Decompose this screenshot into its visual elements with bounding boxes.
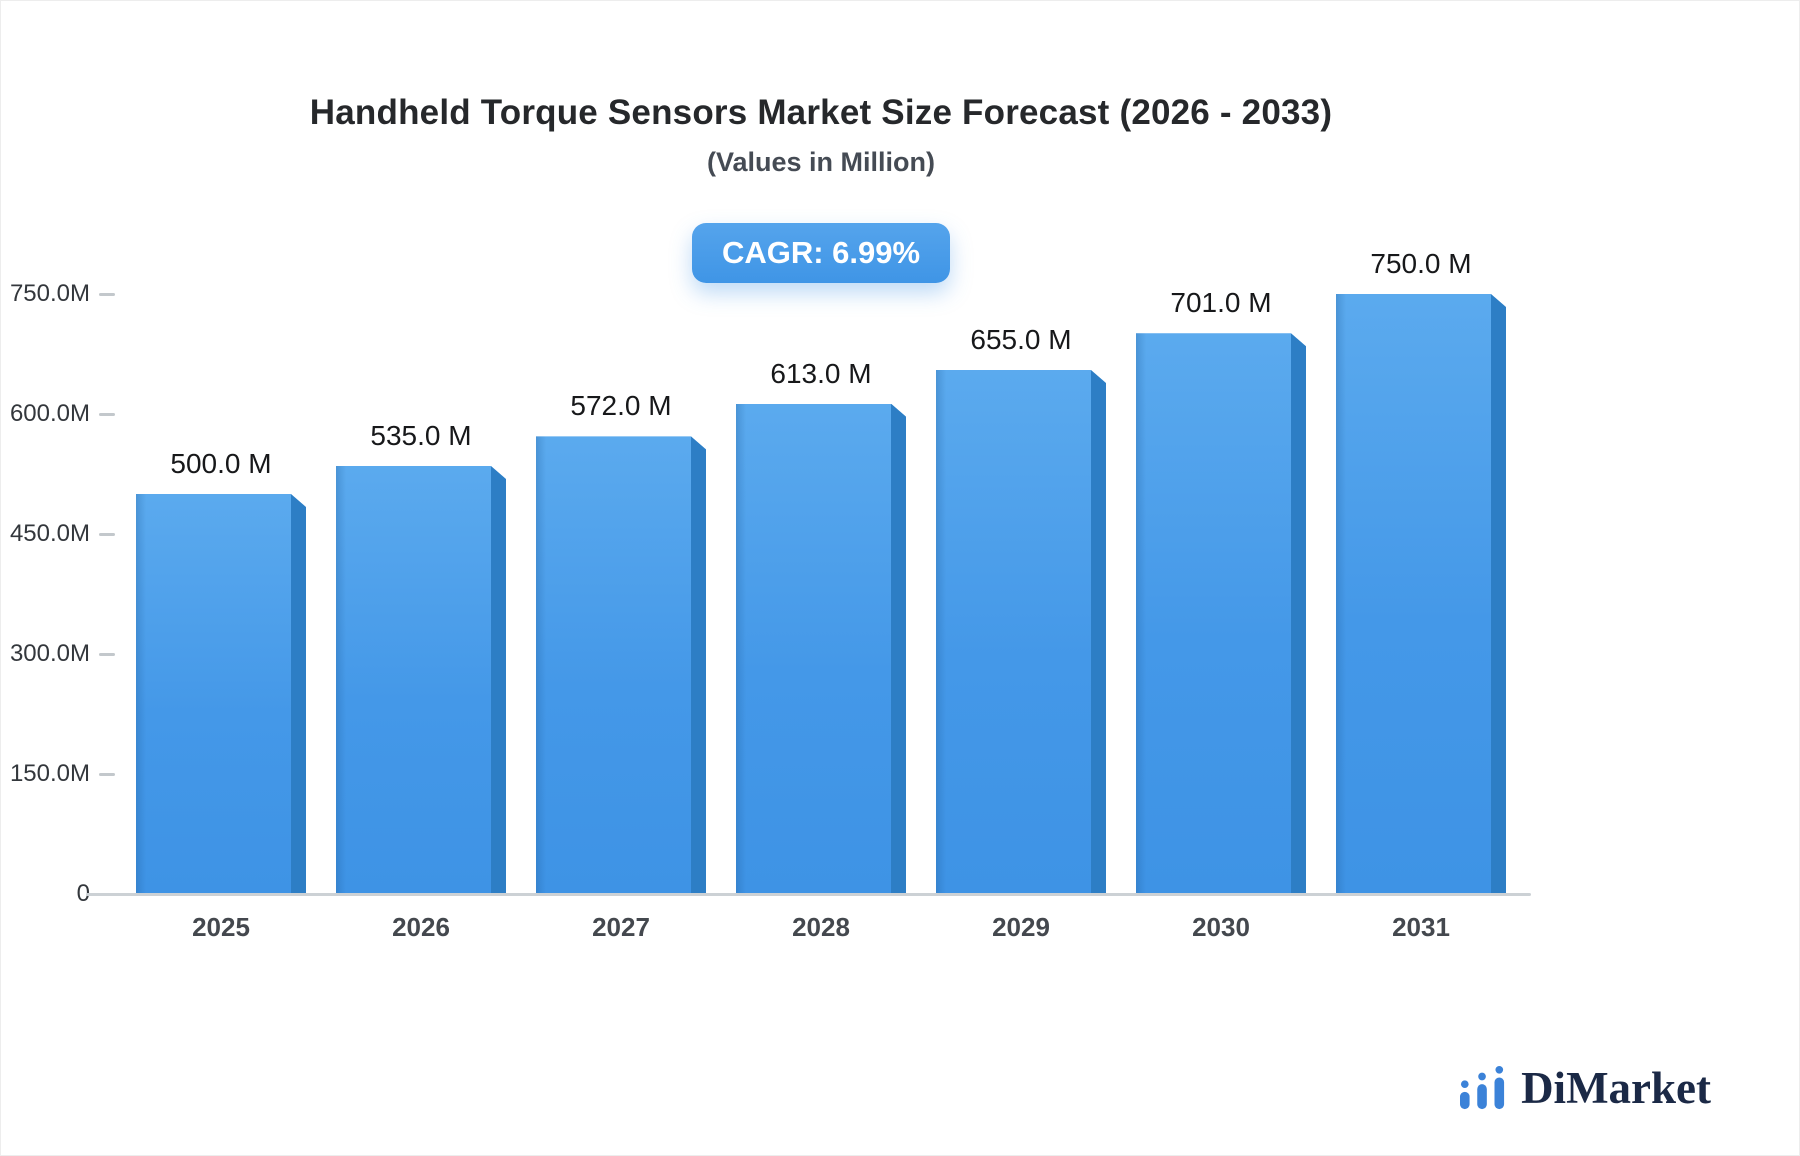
x-axis-line — [86, 893, 1531, 896]
chart-subtitle: (Values in Million) — [706, 147, 936, 177]
y-tick: 600.0M — [1, 400, 115, 428]
bar-value-label: 572.0 M — [570, 390, 672, 422]
bar-slot: 535.0 M 2026 — [321, 294, 521, 942]
dimarket-logo: DiMarket — [1455, 1065, 1711, 1111]
bar-value-label: 750.0 M — [1370, 248, 1472, 279]
bar-slot: 613.0 M 2028 — [721, 294, 921, 942]
y-tick: 150.0M — [1, 760, 115, 788]
x-axis-label: 2029 — [992, 912, 1050, 942]
x-axis-label: 2030 — [1192, 912, 1250, 942]
x-axis-label: 2025 — [192, 912, 250, 942]
bar-value-label: 500.0 M — [170, 448, 272, 479]
y-tick-mark — [99, 532, 115, 536]
x-axis-label: 2028 — [792, 912, 850, 942]
bar-slot: 500.0 M 2025 — [121, 294, 321, 942]
y-tick-label: 150.0M — [9, 760, 90, 787]
bar-2025[interactable] — [136, 494, 306, 894]
bar-2031[interactable] — [1336, 294, 1506, 894]
bar-2030[interactable] — [1136, 333, 1306, 894]
bar-value-label: 613.0 M — [770, 357, 872, 389]
y-tick-label: 600.0M — [9, 400, 90, 427]
bar-slot: 701.0 M 2030 — [1121, 287, 1321, 942]
y-tick: 750.0M — [1, 280, 115, 308]
bar-chart-logo-icon — [1460, 1065, 1505, 1110]
bar-2029[interactable] — [936, 370, 1106, 894]
bar-2026[interactable] — [336, 466, 506, 894]
cagr-badge: CAGR: 6.99% — [691, 223, 951, 283]
y-tick-label: 750.0M — [9, 280, 90, 307]
x-axis-label: 2027 — [592, 912, 650, 942]
y-tick-label: 300.0M — [9, 640, 90, 667]
bar-2028[interactable] — [736, 404, 906, 894]
y-tick-mark — [99, 772, 115, 776]
bar-value-label: 655.0 M — [970, 324, 1072, 355]
cagr-badge-row: CAGR: 6.99% — [121, 223, 1521, 283]
x-axis-label: 2026 — [392, 912, 450, 942]
logo-text: DiMarket — [1521, 1063, 1711, 1113]
bars-container: 500.0 M 2025 535.0 M 2026 572.0 M 2027 613.0 M… — [121, 248, 1521, 942]
bar-slot: 655.0 M 2029 — [921, 294, 1121, 942]
y-tick-mark — [99, 652, 115, 656]
y-tick-mark — [99, 412, 115, 416]
y-tick-mark — [99, 292, 115, 296]
y-tick: 450.0M — [1, 520, 115, 548]
y-tick: 300.0M — [1, 640, 115, 668]
y-tick-label: 0 — [76, 880, 90, 907]
plot-area: 750.0M 600.0M 450.0M 300.0M 150.0M 0 500.0 M 2… — [10, 248, 1531, 942]
bar-slot: 750.0 M 2031 — [1321, 248, 1521, 942]
bar-slot: 572.0 M 2027 — [521, 294, 721, 942]
x-axis-label: 2031 — [1392, 912, 1450, 942]
y-axis: 750.0M 600.0M 450.0M 300.0M 150.0M 0 — [1, 280, 115, 907]
bar-2027[interactable] — [536, 436, 706, 894]
bar-value-label: 535.0 M — [370, 420, 472, 451]
y-tick-label: 450.0M — [9, 520, 90, 547]
bar-value-label: 701.0 M — [1170, 287, 1272, 319]
chart-title: Handheld Torque Sensors Market Size Fore… — [309, 93, 1333, 132]
